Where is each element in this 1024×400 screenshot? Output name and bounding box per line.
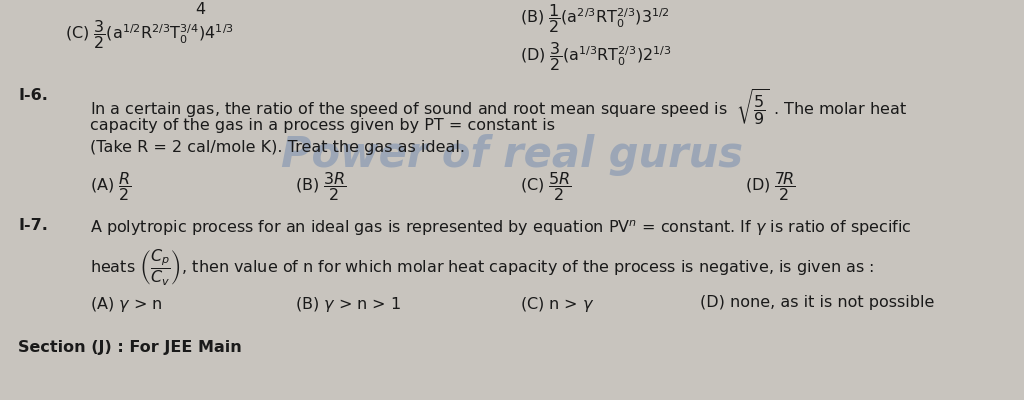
Text: I-7.: I-7. <box>18 218 48 233</box>
Text: (D) $\dfrac{3}{2}$(a$^{1/3}$RT$_0^{2/3}$)2$^{1/3}$: (D) $\dfrac{3}{2}$(a$^{1/3}$RT$_0^{2/3}$… <box>520 40 672 73</box>
Text: (A) $\gamma$ > n: (A) $\gamma$ > n <box>90 295 163 314</box>
Text: 4: 4 <box>195 2 205 17</box>
Text: (A) $\dfrac{R}{2}$: (A) $\dfrac{R}{2}$ <box>90 170 132 203</box>
Text: Power of real gurus: Power of real gurus <box>281 134 743 176</box>
Text: Section (J) : For JEE Main: Section (J) : For JEE Main <box>18 340 242 355</box>
Text: (D) none, as it is not possible: (D) none, as it is not possible <box>700 295 934 310</box>
Text: In a certain gas, the ratio of the speed of sound and root mean square speed is : In a certain gas, the ratio of the speed… <box>90 88 907 128</box>
Text: (Take R = 2 cal/mole K). Treat the gas as ideal.: (Take R = 2 cal/mole K). Treat the gas a… <box>90 140 465 155</box>
Text: (B) $\dfrac{3R}{2}$: (B) $\dfrac{3R}{2}$ <box>295 170 346 203</box>
Text: (C) $\dfrac{5R}{2}$: (C) $\dfrac{5R}{2}$ <box>520 170 571 203</box>
Text: I-6.: I-6. <box>18 88 48 103</box>
Text: A polytropic process for an ideal gas is represented by equation PV$^n$ = consta: A polytropic process for an ideal gas is… <box>90 218 911 238</box>
Text: (B) $\gamma$ > n > 1: (B) $\gamma$ > n > 1 <box>295 295 401 314</box>
Text: (D) $\dfrac{7R}{2}$: (D) $\dfrac{7R}{2}$ <box>745 170 796 203</box>
Text: capacity of the gas in a process given by PT = constant is: capacity of the gas in a process given b… <box>90 118 555 133</box>
Text: (B) $\dfrac{1}{2}$(a$^{2/3}$RT$_0^{2/3}$)3$^{1/2}$: (B) $\dfrac{1}{2}$(a$^{2/3}$RT$_0^{2/3}$… <box>520 2 670 35</box>
Text: (C) $\dfrac{3}{2}$(a$^{1/2}$R$^{2/3}$T$_0^{3/4}$)4$^{1/3}$: (C) $\dfrac{3}{2}$(a$^{1/2}$R$^{2/3}$T$_… <box>65 18 233 51</box>
Text: heats $\left(\dfrac{C_p}{C_v}\right)$, then value of n for which molar heat capa: heats $\left(\dfrac{C_p}{C_v}\right)$, t… <box>90 248 874 288</box>
Text: (C) n > $\gamma$: (C) n > $\gamma$ <box>520 295 595 314</box>
